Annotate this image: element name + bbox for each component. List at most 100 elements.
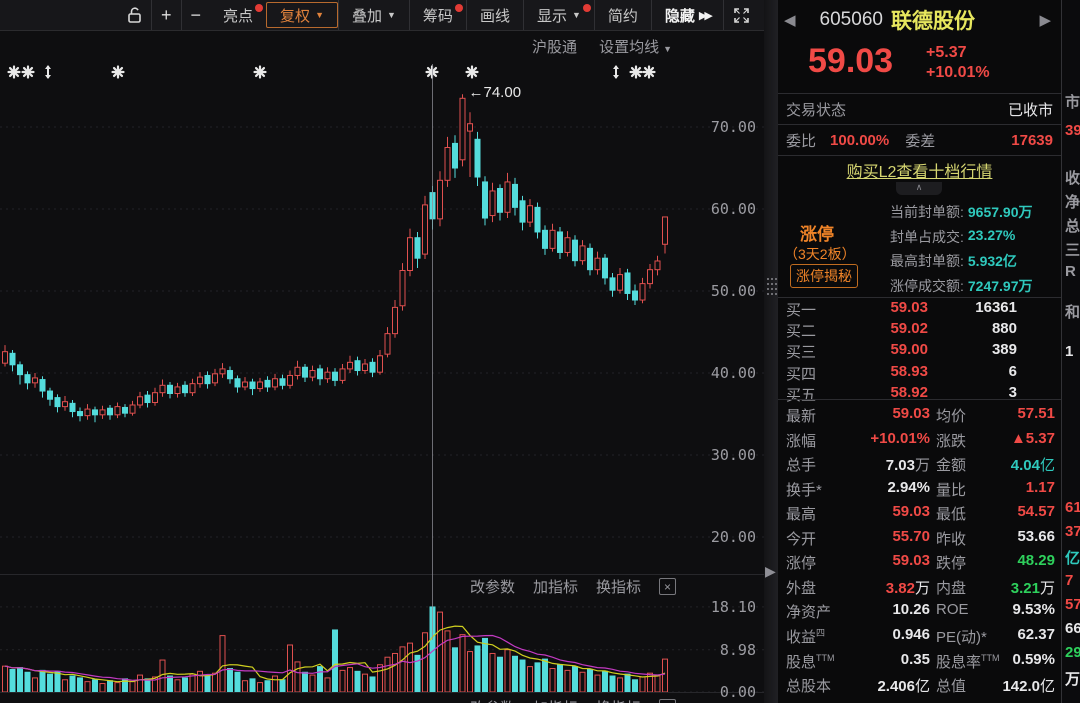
toolbar-button-8[interactable]: 隐藏 ▶▶: [650, 0, 723, 30]
volume-axis-label: 18.10: [710, 597, 756, 616]
bid-level-row[interactable]: 买五 58.92 3: [786, 383, 1017, 404]
price-axis-label: 20.00: [710, 528, 756, 546]
weibi-value: 100.00%: [830, 131, 890, 149]
clipped-text-fragment: 和: [1065, 304, 1080, 321]
close-pane-icon-2[interactable]: ×: [659, 699, 677, 703]
stat-row: 涨停 59.03 跌停 48.29: [786, 552, 1055, 573]
stat-row: 今开 55.70 昨收 53.66: [786, 527, 1055, 548]
toolbar-button-7[interactable]: 简约: [593, 0, 651, 30]
volume-chart[interactable]: [0, 576, 764, 693]
limit-up-stat-row: 当前封单额: 9657.90万: [890, 204, 1033, 220]
weibi-row: 委比 100.00% 委差 17639: [778, 126, 1061, 154]
stat-row: 最新 59.03 均价 57.51: [786, 405, 1055, 425]
volume-axis-label: 0.00: [719, 683, 756, 701]
switch-indicator-button-2[interactable]: 换指标: [596, 697, 641, 703]
drag-handle-icon[interactable]: [764, 276, 778, 296]
weicha-label: 委差: [905, 132, 936, 150]
notification-dot: [582, 4, 591, 12]
toolbar-button-4[interactable]: 筹码: [408, 0, 466, 30]
toolbar-button-6[interactable]: 显示 ▼: [522, 0, 594, 30]
clipped-text-fragment: 7: [1065, 572, 1074, 589]
clipped-text-fragment: 万: [1065, 671, 1080, 688]
lock-icon[interactable]: [117, 0, 151, 30]
toolbar-button-3[interactable]: 叠加 ▼: [337, 0, 409, 30]
stat-row: 总手 7.03万 金额 4.04亿: [786, 457, 1055, 475]
zoom-in-button[interactable]: +: [151, 0, 181, 30]
price-axis-label: 50.00: [710, 282, 756, 300]
stat-row: 净资产 10.26 ROE 9.53%: [786, 601, 1055, 622]
crosshair-line: [432, 64, 433, 640]
change-params-button-2[interactable]: 改参数: [470, 697, 515, 703]
stat-row: 换手* 2.94% 量比 1.17: [786, 478, 1055, 499]
notification-dot: [454, 4, 463, 12]
pane-divider[interactable]: [0, 574, 764, 575]
clipped-text-fragment: 37: [1065, 523, 1080, 540]
clipped-text-fragment: 净: [1065, 194, 1080, 211]
bid-level-row[interactable]: 买三 59.00 389: [786, 341, 1017, 362]
price-axis-label: 30.00: [710, 446, 756, 464]
chevron-down-icon: ▼: [663, 44, 672, 54]
limit-up-reveal-button[interactable]: 涨停揭秘: [790, 264, 858, 288]
clipped-text-fragment: 66: [1065, 620, 1080, 637]
limit-up-stat-row: 涨停成交额: 7247.97万: [890, 277, 1033, 294]
collapse-tab[interactable]: ∧: [896, 182, 942, 195]
clipped-text-fragment: 市: [1065, 94, 1080, 111]
market-tag-label[interactable]: 沪股通: [532, 39, 578, 56]
clipped-text-fragment: 总: [1065, 218, 1080, 235]
stat-row: 外盘 3.82万 内盘 3.21万: [786, 579, 1055, 597]
add-indicator-button-2[interactable]: 加指标: [533, 697, 578, 703]
candlestick-chart[interactable]: ←74.00: [0, 31, 764, 574]
add-indicator-button[interactable]: 加指标: [533, 579, 579, 596]
limit-up-boards: （3天2板）: [784, 246, 856, 262]
price-change: +5.37: [926, 44, 967, 61]
toolbar-button-1[interactable]: 亮点: [210, 0, 266, 30]
quote-header: ◀ 605060 联德股份 ▶: [778, 0, 1061, 40]
last-price: 59.03: [808, 42, 894, 80]
price-axis-label: 40.00: [710, 364, 756, 382]
panel-splitter[interactable]: ▶: [764, 0, 778, 703]
stat-row: 收益四 0.946 PE(动)* 62.37: [786, 625, 1055, 646]
toolbar-button-5[interactable]: 画线: [465, 0, 523, 30]
notification-dot: [255, 4, 264, 12]
bid-level-row[interactable]: 买四 58.93 6: [786, 362, 1017, 383]
quote-panel: ◀ 605060 联德股份 ▶ 59.03 +5.37 +10.01% 交易状态…: [778, 0, 1061, 703]
clipped-text-fragment: 61: [1065, 499, 1080, 516]
limit-up-tag: 涨停: [800, 225, 834, 244]
price-annotation: ←74.00: [469, 84, 522, 101]
stat-row: 总股本 2.406亿 总值 142.0亿: [786, 678, 1055, 696]
price-axis-label: 70.00: [710, 118, 756, 136]
price-block: 59.03 +5.37 +10.01%: [778, 40, 1061, 92]
toolbar-button-2[interactable]: 复权 ▼: [266, 2, 338, 28]
stat-row: 最高 59.03 最低 54.57: [786, 503, 1055, 524]
stock-name: 联德股份: [890, 10, 975, 33]
chart-region: + − 亮点 复权 ▼ 叠加 ▼ 筹码 画线 显示 ▼ 简约 隐藏 ▶▶ 沪股通 设置均线 ▼ ←74.…: [0, 0, 764, 703]
stock-code: 605060: [819, 9, 883, 30]
zoom-out-button[interactable]: −: [180, 0, 211, 30]
bid-level-row[interactable]: 买二 59.02 880: [786, 320, 1017, 341]
clipped-text-fragment: 三: [1065, 242, 1080, 259]
clipped-text-fragment: 亿: [1065, 550, 1080, 567]
collapse-panel-icon[interactable]: ▶: [765, 563, 776, 579]
price-change-pct: +10.01%: [926, 64, 990, 81]
close-pane-icon[interactable]: ×: [659, 578, 677, 595]
switch-indicator-button[interactable]: 换指标: [596, 579, 642, 596]
limit-up-stat-row: 封单占成交: 23.27%: [890, 226, 1016, 245]
indicator-toolbar: 改参数 加指标 换指标 ×: [470, 576, 677, 597]
limit-up-block: 涨停 （3天2板） 涨停揭秘 当前封单额: 9657.90万 封单占成交: 23.27…: [778, 198, 1061, 296]
stat-row: 涨幅 +10.01% 涨跌 ▲5.37: [786, 429, 1055, 450]
fullscreen-icon[interactable]: [722, 0, 759, 30]
clipped-text-fragment: R: [1065, 263, 1076, 280]
bid-level-row[interactable]: 买一 59.03 16361: [786, 299, 1017, 319]
chart-subbar: 沪股通 设置均线 ▼: [532, 36, 672, 57]
clipped-text-fragment: 57: [1065, 596, 1080, 613]
buy-l2-link[interactable]: 购买L2查看十档行情: [846, 164, 993, 181]
ma-settings-button[interactable]: 设置均线 ▼: [599, 39, 672, 56]
prev-stock-icon[interactable]: ◀: [784, 12, 796, 29]
l2-link-row: 购买L2查看十档行情: [778, 157, 1061, 183]
change-params-button[interactable]: 改参数: [470, 579, 516, 596]
stat-row: 股息TTM 0.35 股息率TTM 0.59%: [786, 650, 1055, 671]
next-stock-icon[interactable]: ▶: [1039, 12, 1051, 29]
trade-status-row: 交易状态 已收市: [778, 95, 1061, 124]
